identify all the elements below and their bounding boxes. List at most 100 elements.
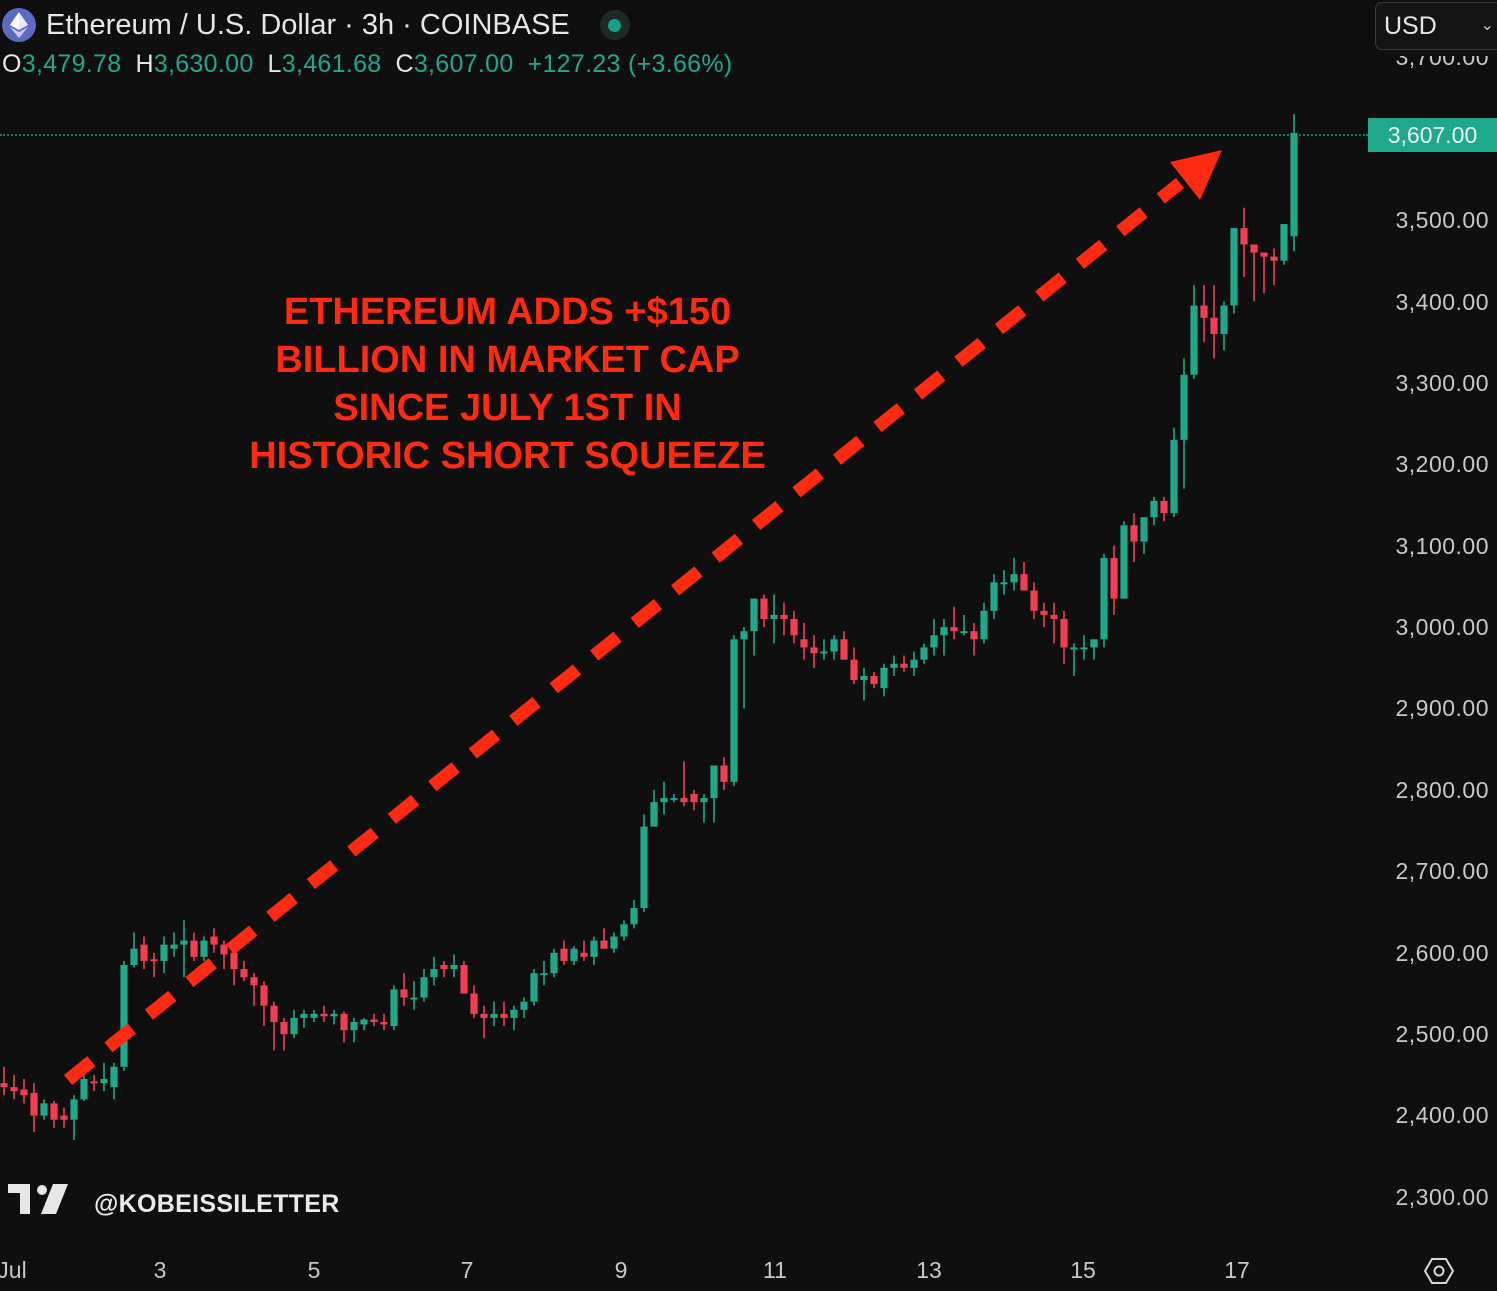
candle-body xyxy=(840,639,848,660)
candle-body xyxy=(530,973,538,1002)
candle-body xyxy=(910,659,918,668)
open-value: 3,479.78 xyxy=(21,50,122,78)
time-label: 13 xyxy=(916,1257,942,1283)
candle-body xyxy=(930,635,938,648)
candle-body xyxy=(480,1013,488,1018)
candle-body xyxy=(960,631,968,634)
candle-body xyxy=(690,794,698,803)
candle-body xyxy=(630,907,638,925)
candle-body xyxy=(540,973,548,976)
candle-body xyxy=(110,1066,118,1088)
candle-body xyxy=(320,1013,328,1017)
candle-body xyxy=(420,977,428,998)
candle-body xyxy=(640,826,648,908)
currency-value: USD xyxy=(1384,11,1437,40)
candle-body xyxy=(700,798,708,803)
price-label: 2,400.00 xyxy=(1395,1102,1489,1128)
currency-select[interactable]: USD ⌄ xyxy=(1375,2,1497,50)
headline-line: HISTORIC SHORT SQUEEZE xyxy=(249,435,766,477)
candle-body xyxy=(1130,525,1138,542)
candle-body xyxy=(1100,557,1108,640)
candle-body xyxy=(590,940,598,957)
candle-body xyxy=(350,1021,358,1031)
candle-body xyxy=(550,952,558,974)
candle-body xyxy=(990,582,998,611)
settings-gear-icon[interactable] xyxy=(1423,1257,1455,1285)
candle-body xyxy=(730,639,738,782)
headline-line: ETHEREUM ADDS +$150 xyxy=(283,291,732,333)
candle-body xyxy=(1080,647,1088,650)
candle-body xyxy=(1280,224,1288,261)
candle-body xyxy=(1230,228,1238,306)
candle-body xyxy=(160,944,168,961)
candle-body xyxy=(460,964,468,994)
candle-body xyxy=(780,614,788,619)
candle-body xyxy=(280,1021,288,1035)
price-label: 3,200.00 xyxy=(1395,451,1489,477)
candle-body xyxy=(50,1103,58,1120)
candle-body xyxy=(890,663,898,668)
candle-body xyxy=(1010,574,1018,583)
candle-body xyxy=(270,1005,278,1022)
low-label: L xyxy=(267,50,282,78)
price-label: 2,900.00 xyxy=(1395,695,1489,721)
candle-body xyxy=(430,969,438,978)
candle-body xyxy=(1200,305,1208,318)
candle-body xyxy=(770,614,778,619)
candle-body xyxy=(120,964,128,1067)
last-price-line xyxy=(0,134,1368,136)
time-label: 15 xyxy=(1070,1257,1096,1283)
candle-body xyxy=(1250,244,1258,253)
candlestick-chart[interactable] xyxy=(0,0,1368,1245)
close-value: 3,607.00 xyxy=(413,50,514,78)
candle-body xyxy=(1020,574,1028,591)
candle-body xyxy=(520,1001,528,1010)
candle-body xyxy=(660,798,668,803)
candle-body xyxy=(410,997,418,1000)
candle-body xyxy=(1120,525,1128,599)
candle-body xyxy=(1140,517,1148,542)
candle-body xyxy=(1210,317,1218,334)
candle-body xyxy=(650,802,658,827)
price-label: 2,500.00 xyxy=(1395,1021,1489,1047)
close-label: C xyxy=(395,50,414,78)
candle-body xyxy=(1160,500,1168,514)
candle-body xyxy=(220,944,228,955)
candle-body xyxy=(800,639,808,648)
price-label: 2,600.00 xyxy=(1395,940,1489,966)
candle-body xyxy=(830,639,838,652)
tradingview-logo-icon[interactable] xyxy=(8,1184,68,1219)
candle-body xyxy=(580,952,588,957)
candle-body xyxy=(810,647,818,654)
candle-body xyxy=(200,940,208,957)
candle-body xyxy=(1270,256,1278,261)
price-label: 2,300.00 xyxy=(1395,1184,1489,1210)
candle-body xyxy=(1060,618,1068,648)
candle-body xyxy=(1260,252,1268,257)
candle-body xyxy=(90,1081,98,1084)
candle-body xyxy=(310,1013,318,1018)
change-value: +127.23 (+3.66%) xyxy=(527,50,733,78)
candle-body xyxy=(880,667,888,689)
time-label: 7 xyxy=(460,1257,474,1283)
candle-body xyxy=(600,940,608,949)
price-label: 3,300.00 xyxy=(1395,370,1489,396)
candle-body xyxy=(940,627,948,636)
candle-body xyxy=(1030,590,1038,611)
candle-body xyxy=(610,936,618,949)
symbol-title[interactable]: Ethereum / U.S. Dollar · 3h · COINBASE xyxy=(46,8,570,41)
candle-body xyxy=(140,944,148,961)
candle-body xyxy=(30,1092,38,1116)
candle-body xyxy=(1290,132,1298,237)
candle-body xyxy=(380,1021,388,1025)
candle-body xyxy=(870,675,878,685)
candle-body xyxy=(820,651,828,654)
candle-body xyxy=(40,1103,48,1116)
price-label: 3,700.00 xyxy=(1395,44,1489,70)
candle-body xyxy=(80,1078,88,1100)
time-label: 11 xyxy=(763,1257,787,1283)
ethereum-icon xyxy=(2,8,36,42)
symbol-title-row[interactable]: Ethereum / U.S. Dollar · 3h · COINBASE xyxy=(2,6,630,44)
candle-body xyxy=(340,1013,348,1031)
candle-body xyxy=(300,1013,308,1018)
